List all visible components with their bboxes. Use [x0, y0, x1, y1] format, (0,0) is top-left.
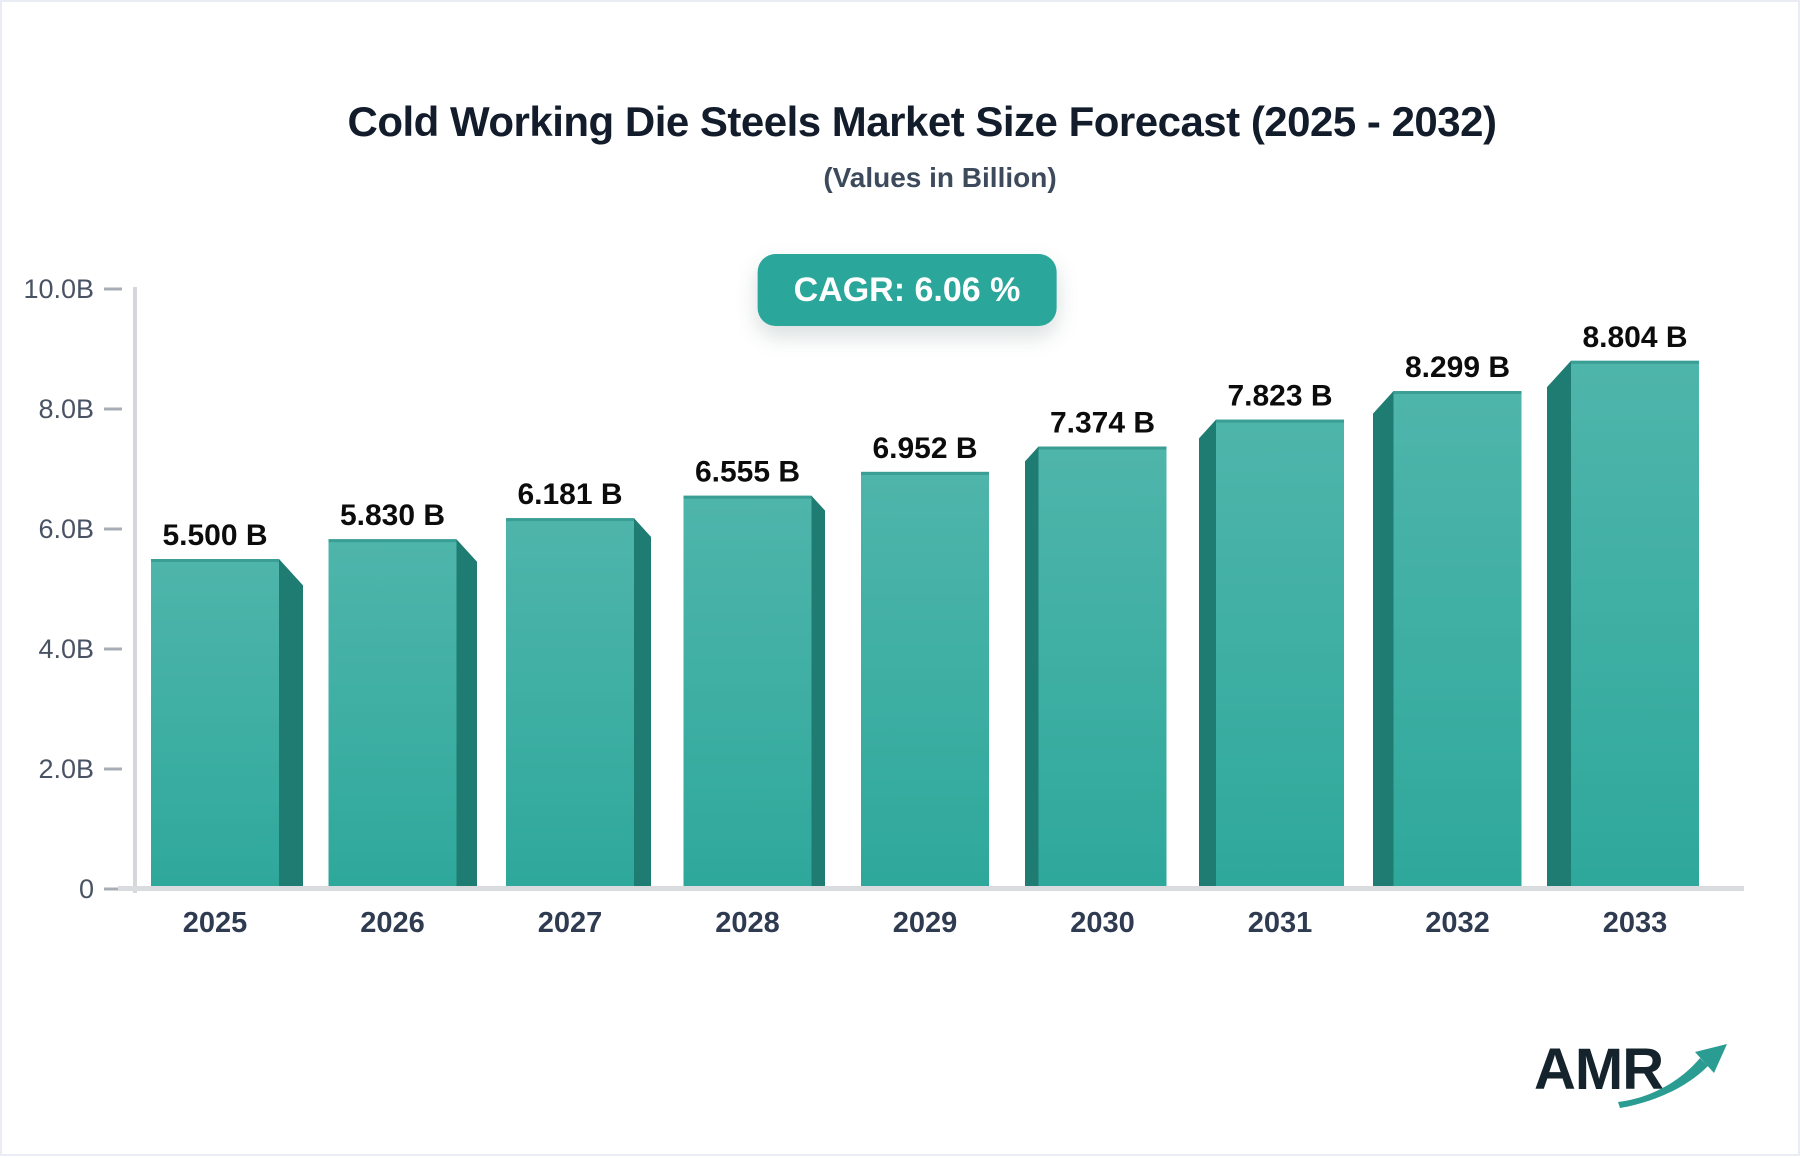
- trending-up-arrow-icon: [1618, 1044, 1727, 1108]
- chart-title: Cold Working Die Steels Market Size Fore…: [347, 98, 1498, 145]
- amr-logo-text: AMR: [1534, 1037, 1664, 1102]
- y-axis-tick: [104, 647, 122, 651]
- bar-top-edge: [683, 495, 812, 499]
- y-axis-tick-label: 6.0B: [38, 514, 94, 544]
- bar: [1571, 360, 1699, 890]
- y-axis-tick-label: 4.0B: [38, 634, 94, 664]
- bar: [328, 539, 457, 890]
- bar-value-label: 7.823 B: [1227, 380, 1332, 413]
- bar-side-face: [811, 495, 825, 890]
- bar-side-face: [1025, 446, 1039, 890]
- bar-side-face: [634, 518, 651, 890]
- bar-value-label: 6.952 B: [872, 432, 977, 465]
- y-axis-line: [133, 287, 137, 893]
- chart-subtitle: (Values in Billion): [823, 162, 1057, 193]
- bar: [683, 495, 812, 890]
- y-axis-tick-label: 8.0B: [38, 394, 94, 424]
- bar: [1393, 391, 1522, 890]
- bar: [506, 518, 634, 890]
- y-axis-tick-label: 2.0B: [38, 754, 94, 784]
- bar-side-face: [1547, 360, 1571, 890]
- bar-top-edge: [506, 518, 634, 522]
- x-axis-label: 2028: [715, 907, 780, 939]
- x-axis-label: 2031: [1248, 907, 1313, 939]
- bar-top-edge: [1038, 446, 1167, 450]
- cagr-badge: CAGR: 6.06 %: [757, 254, 1057, 326]
- bar-value-label: 7.374 B: [1050, 407, 1155, 440]
- bar-top-edge: [861, 471, 989, 475]
- bar-side-face: [1373, 391, 1394, 890]
- x-axis-label: 2033: [1603, 907, 1668, 939]
- x-axis-label: 2032: [1425, 907, 1490, 939]
- x-axis-label: 2025: [183, 907, 248, 939]
- bar: [1216, 419, 1344, 890]
- bar-top-edge: [328, 539, 457, 543]
- y-axis-tick-label: 0: [79, 874, 94, 904]
- bar-side-face: [279, 559, 303, 890]
- bar: [861, 471, 989, 890]
- y-axis-tick: [104, 527, 122, 531]
- bar-value-label: 5.500 B: [162, 519, 267, 552]
- bar-top-edge: [151, 559, 279, 562]
- x-axis-label: 2027: [538, 907, 603, 939]
- y-axis-tick: [104, 767, 122, 771]
- y-axis-tick: [104, 287, 122, 291]
- bar-top-edge: [1571, 360, 1699, 364]
- bar-value-label: 6.555 B: [695, 456, 800, 489]
- bar-top-edge: [1216, 419, 1344, 423]
- x-axis-label: 2026: [360, 907, 425, 939]
- x-axis-label: 2029: [893, 907, 958, 939]
- y-axis-tick-label: 10.0B: [23, 274, 94, 304]
- bar-top-edge: [1393, 391, 1522, 395]
- bar: [151, 559, 279, 890]
- bar-side-face: [456, 539, 477, 890]
- x-axis-label: 2030: [1070, 907, 1135, 939]
- bar-value-label: 8.804 B: [1582, 321, 1687, 354]
- bar-value-label: 8.299 B: [1405, 351, 1510, 384]
- amr-logo: AMR: [1534, 1038, 1754, 1118]
- y-axis-tick: [104, 887, 122, 891]
- x-axis-line: [118, 886, 1744, 891]
- y-axis-tick: [104, 407, 122, 411]
- bar-value-label: 5.830 B: [340, 499, 445, 532]
- bar-side-face: [1199, 419, 1216, 890]
- bar: [1038, 446, 1167, 890]
- bar-value-label: 6.181 B: [517, 478, 622, 511]
